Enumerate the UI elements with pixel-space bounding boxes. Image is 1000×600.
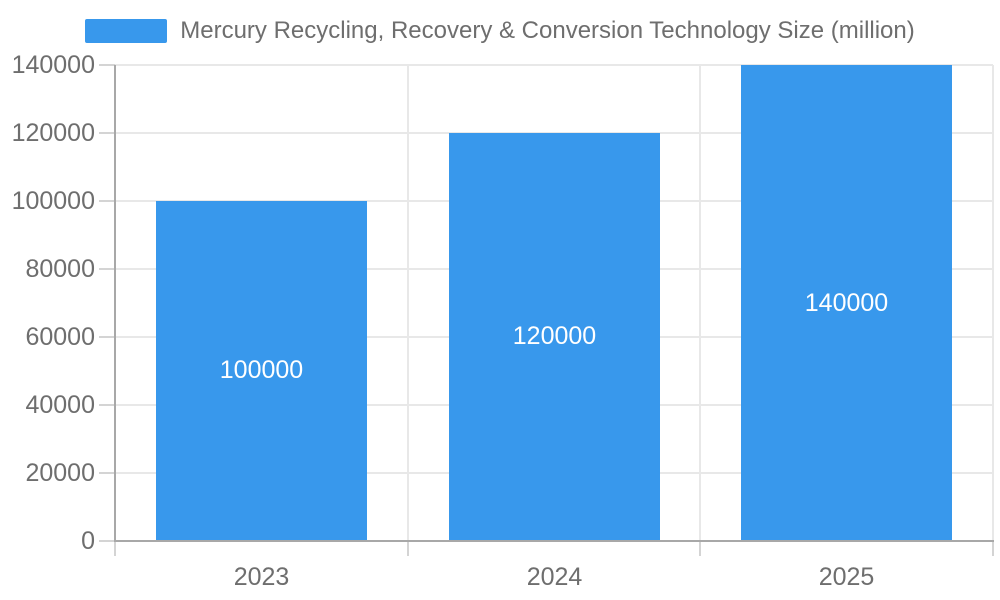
y-axis-tick [99,200,115,202]
x-axis-line [114,540,994,542]
x-axis-tick [114,542,116,556]
legend-swatch [85,19,168,43]
bar-value-label: 100000 [219,356,304,384]
bar-2024[interactable] [449,133,660,540]
chart-legend[interactable]: Mercury Recycling, Recovery & Conversion… [0,10,1000,52]
y-axis-label: 40000 [25,391,95,419]
y-axis-tick [99,64,115,66]
y-axis-label: 0 [81,527,95,555]
bar-2023[interactable] [156,201,367,540]
x-axis-label: 2023 [233,563,290,591]
gridline-x [407,65,409,541]
bar-2025[interactable] [741,65,952,540]
y-axis-label: 120000 [11,119,95,147]
y-axis-tick [99,472,115,474]
y-axis-label: 140000 [11,51,95,79]
x-axis-label: 2025 [818,563,875,591]
bar-value-label: 140000 [804,289,889,317]
y-axis-tick [99,336,115,338]
x-axis-label: 2024 [526,563,583,591]
y-axis-tick [99,132,115,134]
y-axis-label: 80000 [25,255,95,283]
y-axis-label: 60000 [25,323,95,351]
y-axis-tick [99,540,115,542]
y-axis-tick [99,404,115,406]
y-axis-label: 100000 [11,187,95,215]
gridline-x [699,65,701,541]
legend-label: Mercury Recycling, Recovery & Conversion… [180,17,915,44]
y-axis-label: 20000 [25,459,95,487]
gridline-y [115,64,993,66]
gridline-x [992,65,994,541]
bar-value-label: 120000 [512,322,597,350]
y-axis-line [114,65,116,542]
x-axis-tick [407,542,409,556]
x-axis-tick [992,542,994,556]
x-axis-tick [699,542,701,556]
y-axis-tick [99,268,115,270]
